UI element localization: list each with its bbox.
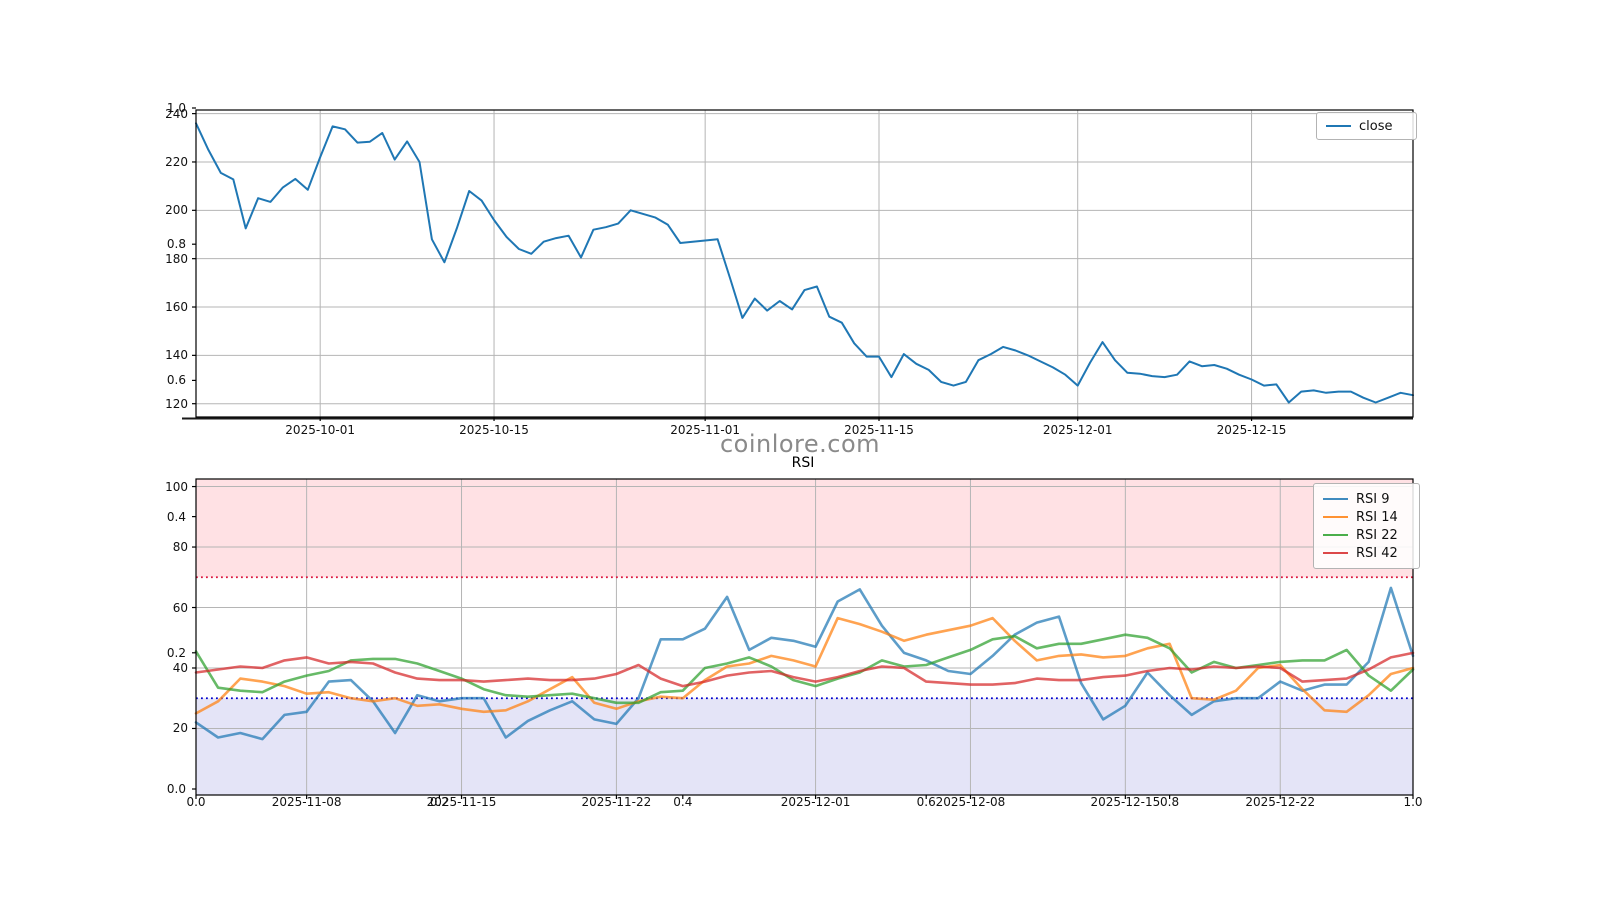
grid-layer (196, 110, 1413, 795)
rsi-y-tick-label: 80 (172, 540, 188, 555)
legend-item-rsi22: RSI 22 (1323, 529, 1409, 542)
overlay-y-tick-label: 0.0 (166, 782, 186, 796)
ticks-layer (192, 107, 1414, 799)
overlay-x-tick-label: 0.8 (1160, 795, 1180, 809)
price-x-tick-label: 2025-10-15 (459, 423, 529, 437)
overlay-y-tick-label: 0.2 (166, 645, 186, 660)
price-y-tick-label: 140 (165, 348, 188, 363)
overlay-y-tick-label: 0.8 (166, 237, 186, 252)
overlay-x-tick-label: 0.2 (429, 795, 449, 809)
price-y-tick-label: 200 (165, 203, 188, 218)
price-y-tick-label: 180 (165, 251, 188, 266)
rsi14-legend-label: RSI 14 (1356, 509, 1398, 525)
rsi14-line-swatch (1323, 516, 1348, 518)
rsi9-line-swatch (1323, 498, 1348, 500)
rsi-x-tick-label: 2025-12-01 (780, 795, 851, 809)
rsi42-line-swatch (1323, 552, 1348, 554)
rsi22-line-swatch (1323, 534, 1348, 536)
price-y-tick-label: 120 (165, 396, 188, 411)
rsi-y-tick-label: 40 (172, 660, 188, 675)
rsi-x-tick-label: 2025-12-08 (935, 795, 1006, 809)
rsi-x-tick-label: 2025-11-08 (271, 795, 342, 809)
price-x-tick-label: 2025-11-15 (844, 423, 914, 437)
rsi-panel-title: RSI (791, 455, 815, 471)
rsi-x-tick-label: 2025-11-22 (581, 795, 652, 809)
bands-layer (196, 479, 1413, 795)
legend-item-rsi9: RSI 9 (1323, 493, 1409, 506)
overlay-x-tick-label: 0.0 (186, 795, 206, 809)
price-y-tick-label: 160 (165, 300, 188, 314)
rsi-y-tick-label: 20 (172, 721, 188, 736)
legend-item-rsi42: RSI 42 (1323, 547, 1409, 560)
price-x-tick-label: 2025-12-01 (1042, 423, 1113, 437)
legend-item-close: close (1326, 120, 1406, 133)
legend-item-rsi14: RSI 14 (1323, 511, 1409, 524)
rsi-x-tick-label: 2025-12-22 (1245, 795, 1316, 809)
overlay-y-tick-label: 1.0 (166, 101, 186, 115)
price-y-tick-label: 220 (165, 154, 188, 169)
overlay-y-tick-label: 0.6 (166, 373, 186, 388)
rsi42-legend-label: RSI 42 (1356, 545, 1398, 561)
overlay-x-tick-label: 0.4 (673, 795, 693, 809)
overlay-x-tick-label: 1.0 (1403, 795, 1423, 809)
price-x-tick-label: 2025-10-01 (285, 423, 356, 437)
rsi-x-tick-label: 2025-11-15 (426, 795, 497, 809)
watermark: coinlore.com (719, 430, 881, 458)
series-layer (194, 122, 1415, 741)
rsi-y-tick-label: 60 (172, 600, 188, 615)
rsi-legend: RSI 9 RSI 14 RSI 22 RSI 42 (1313, 483, 1420, 569)
spines-layer (182, 109, 1414, 796)
price-y-tick-label: 240 (165, 106, 188, 121)
rsi-y-tick-label: 100 (165, 479, 188, 494)
close-legend-label: close (1359, 118, 1393, 134)
rsi9-legend-label: RSI 9 (1356, 491, 1390, 507)
overlay-x-tick-label: 0.6 (916, 795, 936, 809)
price-x-tick-label: 2025-12-15 (1216, 423, 1287, 437)
rsi22-legend-label: RSI 22 (1356, 527, 1398, 543)
overlay-y-tick-label: 0.4 (166, 509, 186, 524)
price-x-tick-label: 2025-11-01 (670, 423, 741, 437)
close-line-swatch (1326, 125, 1351, 127)
rsi-x-tick-label: 2025-12-15 (1090, 795, 1161, 809)
close-legend: close (1316, 112, 1417, 140)
